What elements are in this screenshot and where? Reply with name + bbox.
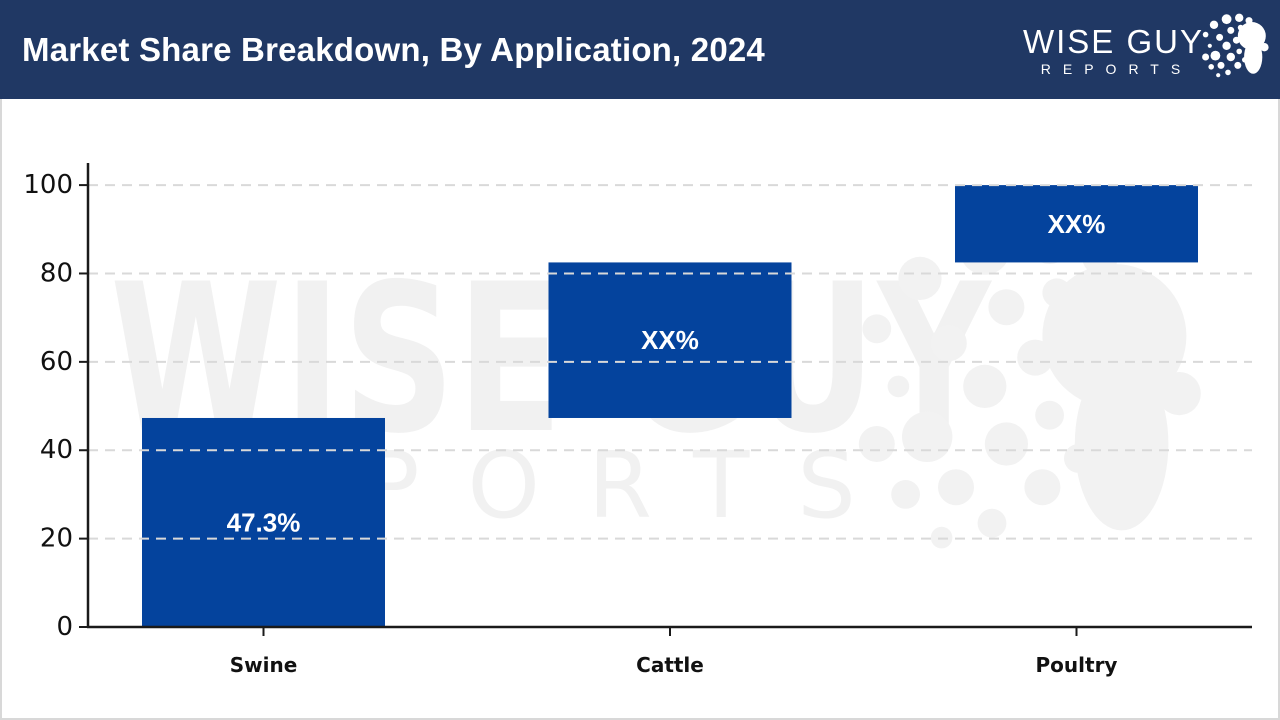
page-title: Market Share Breakdown, By Application, …	[22, 30, 765, 68]
bar-label-cattle: XX%	[641, 325, 699, 355]
brand-subname: REPORTS	[1040, 60, 1193, 77]
brand-face-icon	[1202, 13, 1269, 78]
y-tick-label-100: 100	[23, 170, 73, 200]
bar-label-swine: 47.3%	[227, 507, 301, 537]
bar-label-poultry: XX%	[1048, 209, 1106, 239]
bar-swine	[142, 417, 385, 627]
y-tick-label-40: 40	[40, 435, 73, 465]
brand-name: WISE GUY	[1022, 22, 1204, 60]
y-tick-label-0: 0	[56, 612, 73, 642]
x-tick-label-cattle: Cattle	[636, 653, 704, 677]
y-tick-label-80: 80	[40, 258, 73, 288]
x-tick-label-swine: Swine	[230, 653, 298, 677]
brand-logo: WISE GUY REPORTS	[1023, 6, 1270, 94]
y-tick-label-60: 60	[40, 347, 73, 377]
y-tick-label-20: 20	[40, 524, 73, 554]
bar-poultry	[955, 185, 1198, 263]
x-tick-label-poultry: Poultry	[1036, 653, 1118, 677]
brand-logo-text: WISE GUY REPORTS	[1023, 25, 1204, 76]
bar-cattle	[548, 262, 792, 418]
header-band: Market Share Breakdown, By Application, …	[0, 0, 1280, 99]
